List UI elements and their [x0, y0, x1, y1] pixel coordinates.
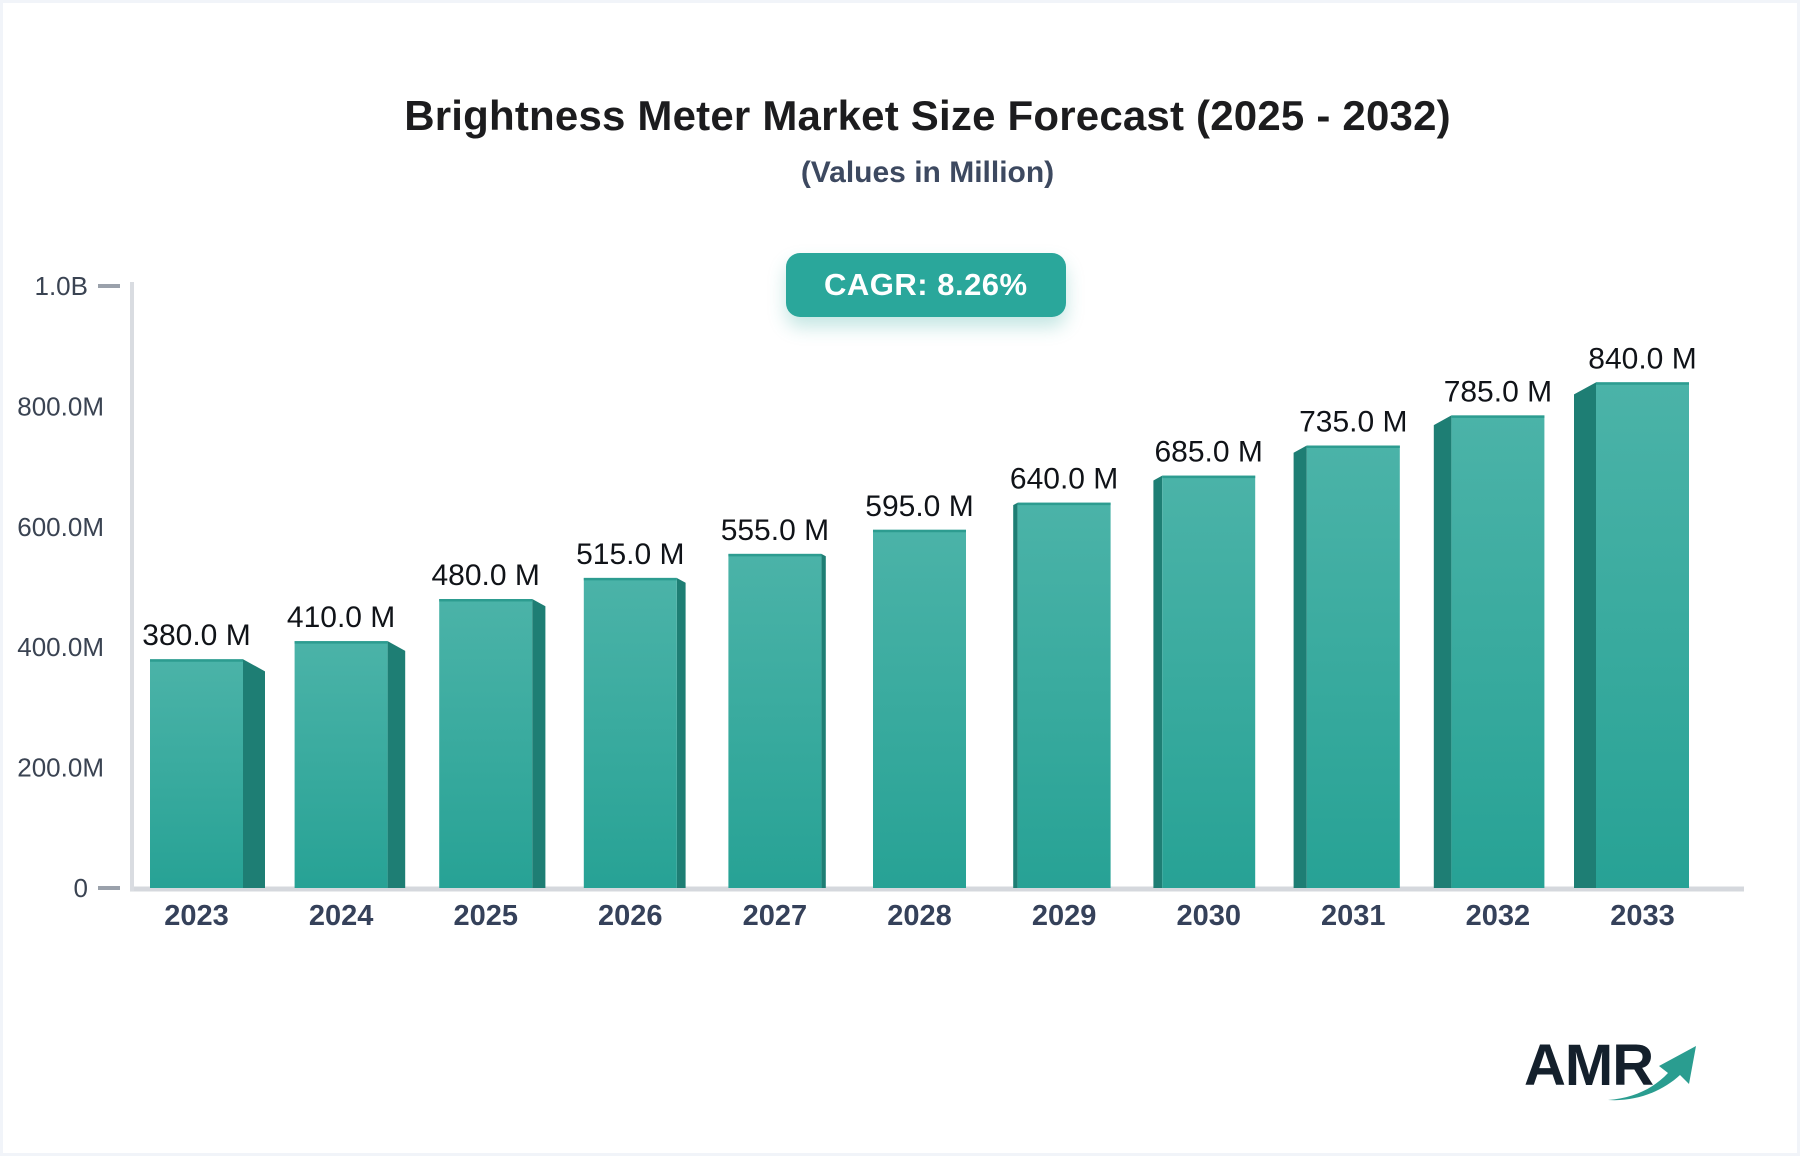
bar-front-face: [294, 641, 388, 888]
growth-arrow-icon: [1608, 1046, 1696, 1101]
bar-2033: 840.0 M 2033: [1574, 342, 1697, 932]
bar-value-label: 380.0 M: [142, 619, 250, 652]
x-axis-label: 2028: [887, 900, 952, 932]
bar-side-face: [1574, 382, 1596, 888]
y-axis-label: 400.0M: [17, 632, 104, 662]
bar-side-face: [243, 659, 265, 888]
x-axis-label: 2029: [1032, 900, 1097, 932]
x-axis-label: 2025: [453, 900, 518, 932]
bar-2024: 410.0 M 2024: [287, 601, 406, 932]
bar-side-face: [821, 553, 826, 888]
bar-front-face: [1596, 382, 1689, 888]
bar-side-face: [676, 577, 686, 888]
bar-front-face: [583, 577, 677, 888]
x-axis-label: 2023: [164, 900, 229, 932]
bar-front-face: [873, 529, 966, 888]
bar-front-face: [1451, 415, 1545, 888]
page-title: Brightness Meter Market Size Forecast (2…: [404, 92, 1451, 139]
bar-front-face: [150, 659, 243, 888]
bar-2026: 515.0 M 2026: [576, 538, 686, 932]
y-axis-label: 200.0M: [17, 753, 104, 783]
x-axis-label: 2027: [743, 900, 808, 932]
bar-side-face: [1153, 475, 1163, 888]
x-axis-label: 2032: [1466, 900, 1531, 932]
y-axis-label: 0: [74, 873, 88, 903]
page-subtitle: (Values in Million): [800, 156, 1055, 189]
amr-logo: AMR: [1524, 1032, 1724, 1112]
bar-front-face: [1017, 502, 1111, 888]
bar-value-label: 735.0 M: [1299, 406, 1407, 439]
x-axis-label: 2026: [598, 900, 663, 932]
bar-value-label: 640.0 M: [1010, 463, 1118, 496]
x-axis-label: 2031: [1321, 900, 1386, 932]
bar-value-label: 480.0 M: [431, 559, 539, 592]
y-axis-label: 600.0M: [17, 512, 104, 542]
bar-value-label: 685.0 M: [1154, 436, 1262, 469]
bar-2023: 380.0 M 2023: [142, 619, 265, 932]
bar-2029: 640.0 M 2029: [1010, 463, 1118, 932]
amr-logo-text: AMR: [1524, 1033, 1654, 1098]
bar-side-face: [1293, 445, 1307, 888]
chart-header: Brightness Meter Market Size Forecast (2…: [0, 92, 1800, 190]
y-axis-label: 800.0M: [17, 391, 104, 421]
bar-2027: 555.0 M 2027: [721, 514, 829, 932]
bar-side-face: [387, 641, 406, 888]
bar-2032: 785.0 M 2032: [1433, 375, 1552, 932]
bar-value-label: 785.0 M: [1444, 375, 1552, 408]
bar-side-face: [532, 599, 546, 888]
y-axis-label: 1.0B: [35, 271, 89, 301]
bar-2025: 480.0 M 2025: [431, 559, 546, 932]
bar-front-face: [1162, 475, 1256, 888]
bar-front-face: [1306, 445, 1400, 888]
bar-value-label: 840.0 M: [1588, 342, 1696, 375]
bar-value-label: 410.0 M: [287, 601, 395, 634]
bar-side-face: [1433, 415, 1452, 888]
bar-value-label: 555.0 M: [721, 514, 829, 547]
bar-front-face: [439, 599, 533, 888]
x-axis-label: 2024: [309, 900, 374, 932]
bar-2030: 685.0 M 2030: [1153, 436, 1263, 932]
cagr-badge: CAGR: 8.26%: [786, 253, 1066, 317]
bar-front-face: [728, 553, 822, 888]
bar-2031: 735.0 M 2031: [1293, 406, 1408, 932]
x-axis-label: 2030: [1176, 900, 1241, 932]
bar-value-label: 595.0 M: [865, 490, 973, 523]
bar-side-face: [1013, 502, 1018, 888]
bar-2028: 595.0 M 2028: [865, 490, 973, 932]
bar-value-label: 515.0 M: [576, 538, 684, 571]
x-axis-label: 2033: [1610, 900, 1675, 932]
